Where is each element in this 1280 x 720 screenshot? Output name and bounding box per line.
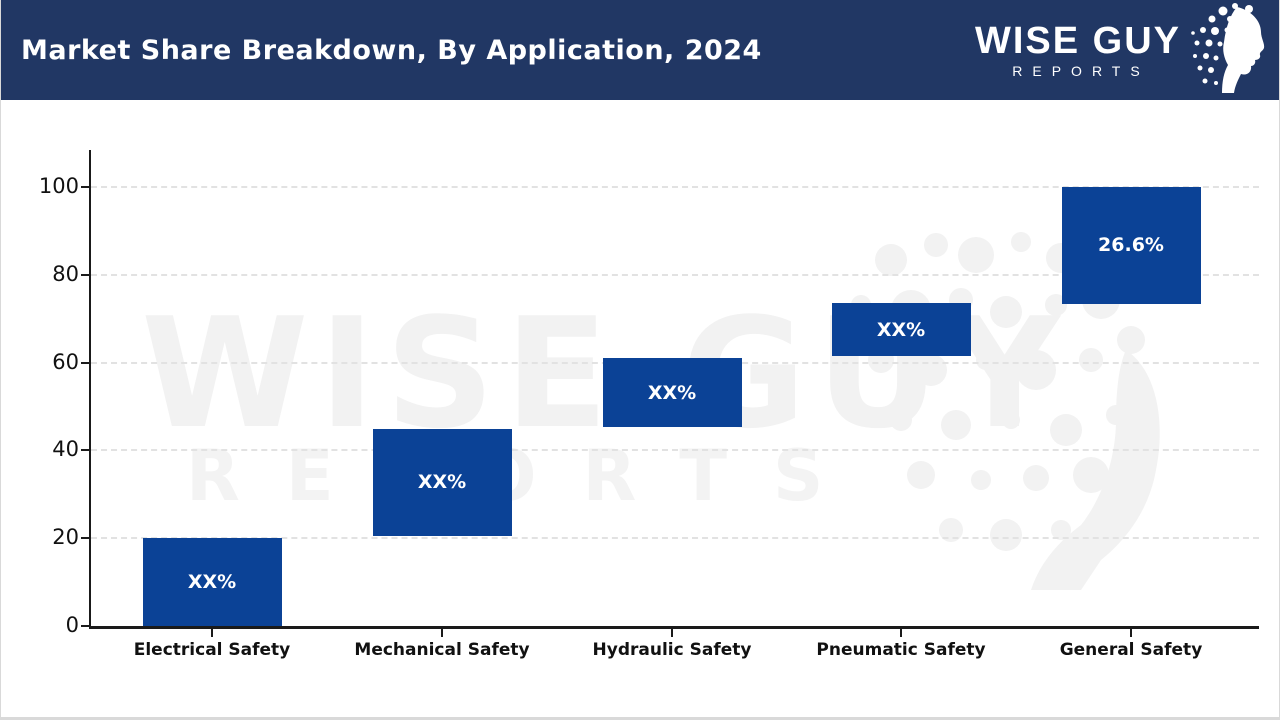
x-axis-category-label: Hydraulic Safety: [592, 640, 752, 660]
y-axis-tick: [81, 625, 89, 627]
y-axis-tick: [81, 186, 89, 188]
logo-text: WISE GUY REPORTS: [975, 22, 1181, 79]
bar-value-label: 26.6%: [1098, 234, 1164, 257]
bar-general-safety: 26.6%: [1061, 187, 1201, 304]
y-gridline: [91, 537, 1259, 540]
y-axis-tick-label: 40: [52, 437, 79, 462]
x-axis-category-label: General Safety: [1059, 640, 1203, 660]
x-axis-line: [89, 626, 1259, 629]
logo-brand-name: WISE GUY: [974, 19, 1181, 62]
x-axis-category-label: Pneumatic Safety: [816, 640, 986, 660]
header-bar: Market Share Breakdown, By Application, …: [1, 0, 1279, 100]
y-axis-tick: [81, 273, 89, 276]
y-axis-tick-label: 60: [52, 349, 79, 374]
y-axis-tick: [81, 449, 89, 452]
page-title: Market Share Breakdown, By Application, …: [21, 34, 762, 66]
bar-value-label: XX%: [417, 471, 467, 494]
y-gridline: [91, 273, 1259, 276]
bar-hydraulic-safety: XX%: [602, 358, 742, 428]
y-axis-tick-label: 0: [65, 613, 79, 637]
x-axis-tick: [211, 629, 213, 637]
y-axis-tick-label: 20: [52, 525, 79, 550]
x-axis-tick: [441, 629, 443, 637]
logo: WISE GUY REPORTS: [975, 3, 1279, 97]
y-axis-tick: [81, 537, 89, 540]
y-axis-line: [89, 150, 91, 628]
bar-value-label: XX%: [647, 381, 697, 404]
logo-brand-subtitle: REPORTS: [1012, 62, 1150, 79]
bar-value-label: XX%: [876, 318, 926, 341]
x-axis-category-label: Mechanical Safety: [354, 640, 530, 660]
y-axis-tick-label: 100: [38, 174, 79, 198]
y-gridline: [91, 449, 1259, 452]
x-axis-tick: [671, 629, 673, 637]
bar-mechanical-safety: XX%: [372, 428, 512, 536]
logo-head-icon: [1185, 3, 1267, 97]
bar-electrical-safety: XX%: [142, 538, 282, 626]
y-gridline: [91, 186, 1259, 188]
bar-pneumatic-safety: XX%: [831, 303, 971, 356]
chart-plot-area: 0 20 40 60 80 100 XX% XX% XX% XX% 26.6% Electrical …: [1, 100, 1279, 717]
y-axis-tick-label: 80: [52, 261, 79, 286]
bar-value-label: XX%: [187, 571, 237, 594]
x-axis-tick: [900, 629, 902, 637]
x-axis-category-label: Electrical Safety: [133, 640, 291, 660]
y-axis-tick: [81, 361, 89, 364]
x-axis-tick: [1130, 629, 1132, 637]
